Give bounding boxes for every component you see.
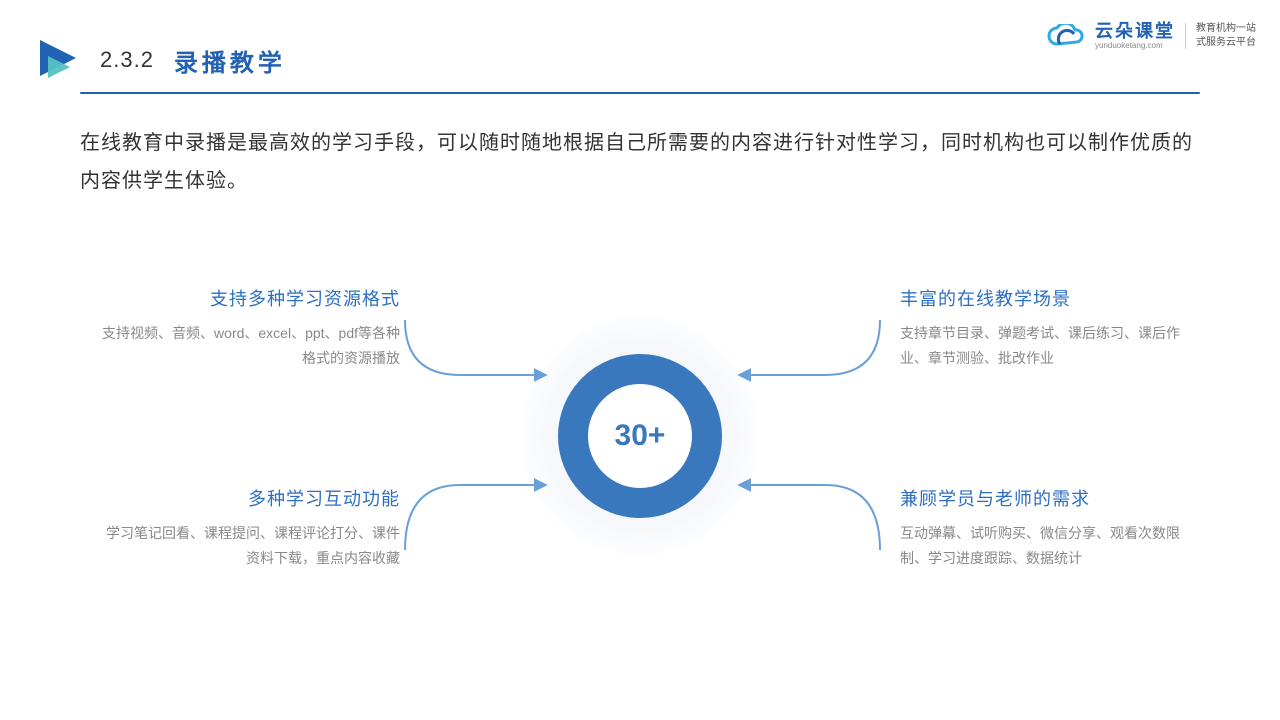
section-title: 录播教学 bbox=[174, 43, 286, 78]
intro-paragraph: 在线教育中录播是最高效的学习手段，可以随时随地根据自己所需要的内容进行针对性学习… bbox=[0, 94, 1280, 200]
feature-desc: 互动弹幕、试听购买、微信分享、观看次数限制、学习进度跟踪、数据统计 bbox=[900, 521, 1200, 571]
logo-text: 云朵课堂 yunduoketang.com bbox=[1095, 22, 1175, 50]
cloud-icon bbox=[1047, 24, 1085, 48]
feature-title: 兼顾学员与老师的需求 bbox=[900, 485, 1200, 511]
feature-desc: 支持章节目录、弹题考试、课后练习、课后作业、章节测验、批改作业 bbox=[900, 321, 1200, 371]
play-icon bbox=[40, 40, 80, 80]
feature-top-left: 支持多种学习资源格式 支持视频、音频、word、excel、ppt、pdf等各种… bbox=[100, 285, 400, 371]
feature-title: 多种学习互动功能 bbox=[100, 485, 400, 511]
feature-desc: 支持视频、音频、word、excel、ppt、pdf等各种格式的资源播放 bbox=[100, 321, 400, 371]
feature-title: 丰富的在线教学场景 bbox=[900, 285, 1200, 311]
brand-tagline: 教育机构一站 式服务云平台 bbox=[1196, 22, 1256, 50]
feature-top-right: 丰富的在线教学场景 支持章节目录、弹题考试、课后练习、课后作业、章节测验、批改作… bbox=[900, 285, 1200, 371]
logo-separator bbox=[1185, 23, 1186, 49]
feature-title: 支持多种学习资源格式 bbox=[100, 285, 400, 311]
title-row: 2.3.2 录播教学 bbox=[80, 40, 1200, 80]
brand-logo: 云朵课堂 yunduoketang.com 教育机构一站 式服务云平台 bbox=[1047, 22, 1256, 50]
tagline-line1: 教育机构一站 bbox=[1196, 22, 1256, 36]
section-number: 2.3.2 bbox=[100, 47, 154, 73]
feature-bottom-right: 兼顾学员与老师的需求 互动弹幕、试听购买、微信分享、观看次数限制、学习进度跟踪、… bbox=[900, 485, 1200, 571]
feature-diagram: 30+ 支持多种学习资源格式 支持视频、音频、word、excel、ppt、pd… bbox=[0, 260, 1280, 660]
feature-bottom-left: 多种学习互动功能 学习笔记回看、课程提问、课程评论打分、课件资料下载，重点内容收… bbox=[100, 485, 400, 571]
title-underline bbox=[80, 92, 1200, 94]
brand-name-cn: 云朵课堂 bbox=[1095, 22, 1175, 40]
tagline-line2: 式服务云平台 bbox=[1196, 36, 1256, 50]
feature-desc: 学习笔记回看、课程提问、课程评论打分、课件资料下载，重点内容收藏 bbox=[100, 521, 400, 571]
brand-name-en: yunduoketang.com bbox=[1095, 42, 1175, 50]
